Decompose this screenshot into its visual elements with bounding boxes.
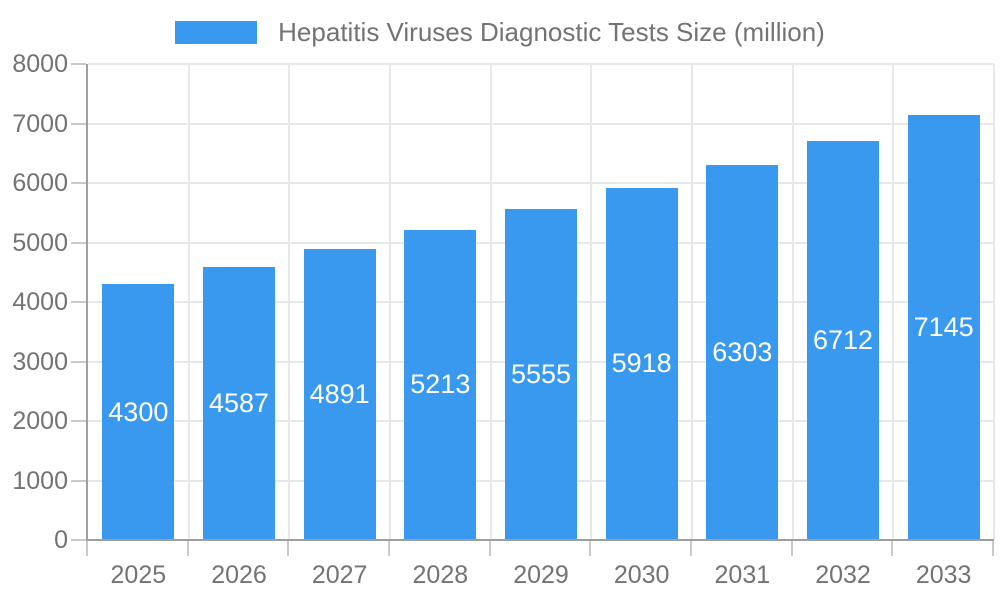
x-axis-label-2031: 2031 xyxy=(714,561,771,589)
x-axis-tick xyxy=(186,541,189,556)
bar-value-label: 5555 xyxy=(510,359,572,390)
legend-swatch-icon xyxy=(175,20,258,44)
bar-value-label: 4891 xyxy=(309,379,370,409)
bar-2026: 4587 xyxy=(203,267,275,540)
v-gridline xyxy=(791,64,794,540)
y-axis-tick xyxy=(71,63,86,65)
x-axis-label-2033: 2033 xyxy=(915,561,972,589)
x-axis-label-2027: 2027 xyxy=(311,561,368,589)
y-axis-label: 4000 xyxy=(12,288,68,316)
h-gridline xyxy=(88,63,994,65)
y-axis-label: 2000 xyxy=(12,407,68,435)
y-axis-label: 7000 xyxy=(12,109,68,138)
bar-2030: 5918 xyxy=(605,187,678,540)
chart-legend[interactable]: Hepatitis Viruses Diagnostic Tests Size … xyxy=(0,14,1000,50)
bar-2031: 6303 xyxy=(706,164,779,540)
y-axis-label: 6000 xyxy=(12,169,68,197)
plot-area: 4300 4587 4891 5213 5555 5918 6303 6712 7145 xyxy=(88,63,995,540)
v-gridline xyxy=(590,64,593,540)
x-axis-tick xyxy=(589,541,592,556)
v-gridline xyxy=(187,64,190,540)
y-axis-label: 3000 xyxy=(12,347,68,376)
x-axis-label-2026: 2026 xyxy=(211,561,267,589)
x-axis-tick xyxy=(488,541,491,556)
y-axis-tick xyxy=(71,301,86,303)
y-axis-tick xyxy=(71,241,86,244)
bar-value-label: 4300 xyxy=(108,396,169,427)
y-axis-tick xyxy=(71,479,86,482)
x-axis-tick xyxy=(690,541,692,556)
x-axis-tick xyxy=(388,541,390,556)
y-axis-tick xyxy=(71,420,86,422)
x-axis-line xyxy=(86,539,994,541)
bar-value-label: 6303 xyxy=(712,336,773,367)
x-axis-tick xyxy=(287,541,290,556)
x-axis-label-2025: 2025 xyxy=(110,561,167,589)
bar-value-label: 5918 xyxy=(611,348,672,379)
bar-2025: 4300 xyxy=(102,284,175,540)
legend-label: Hepatitis Viruses Diagnostic Tests Size … xyxy=(278,16,825,47)
y-axis-tick xyxy=(71,539,86,541)
x-axis-tick xyxy=(790,541,793,556)
y-axis-line xyxy=(86,64,88,541)
h-gridline xyxy=(88,122,994,125)
bar-value-label: 7145 xyxy=(913,311,974,342)
x-axis-label-2028: 2028 xyxy=(412,561,469,589)
h-gridline xyxy=(88,182,994,184)
v-gridline xyxy=(389,64,391,540)
v-gridline xyxy=(288,64,291,540)
y-axis-tick xyxy=(71,182,86,184)
y-axis-label: 1000 xyxy=(12,466,68,495)
y-axis-label: 5000 xyxy=(12,228,68,257)
bar-value-label: 4587 xyxy=(208,388,270,419)
bar-2029: 5555 xyxy=(505,209,577,540)
x-axis-label-2032: 2032 xyxy=(815,561,871,589)
v-gridline xyxy=(691,64,693,540)
x-axis-label-2030: 2030 xyxy=(613,561,670,589)
bar-value-label: 5213 xyxy=(410,369,471,400)
v-gridline xyxy=(993,64,995,540)
x-axis-tick xyxy=(992,541,994,556)
v-gridline xyxy=(489,64,492,540)
bar-2028: 5213 xyxy=(404,229,477,540)
y-axis-label: 0 xyxy=(54,526,68,554)
x-axis-label-2029: 2029 xyxy=(513,561,569,589)
bar-2027: 4891 xyxy=(303,249,376,540)
x-axis-tick xyxy=(891,541,894,556)
bar-value-label: 6712 xyxy=(812,324,874,355)
bar-2032: 6712 xyxy=(807,140,879,540)
bar-2033: 7145 xyxy=(907,114,980,540)
y-axis-label: 8000 xyxy=(12,50,68,78)
y-axis-tick xyxy=(71,122,86,125)
x-axis-tick xyxy=(86,541,88,556)
v-gridline xyxy=(892,64,895,540)
y-axis-tick xyxy=(71,360,86,363)
